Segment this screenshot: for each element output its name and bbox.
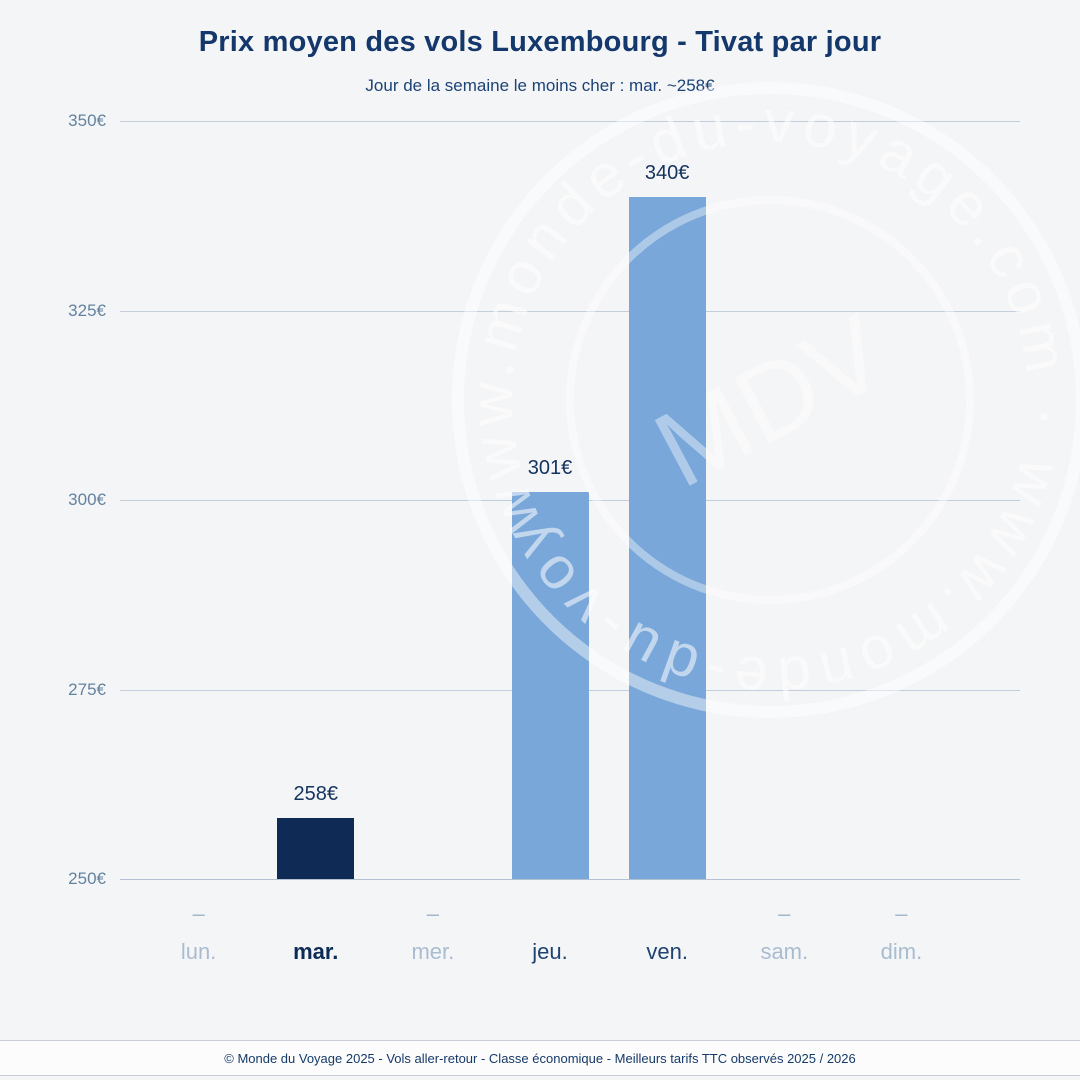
x-axis: – lun. mar. – mer. jeu. ven. – sam. – dim.: [120, 879, 1020, 1009]
gridline: [120, 310, 1020, 312]
bar-value-label: 301€: [527, 457, 573, 480]
chart-title: Prix moyen des vols Luxembourg - Tivat p…: [198, 26, 882, 58]
day-label-dim: dim.: [880, 939, 923, 964]
bar-jeu: [511, 492, 589, 879]
y-tick-label: 350€: [68, 111, 106, 130]
day-label-lun: lun.: [180, 939, 217, 964]
day-label-jeu: jeu.: [532, 939, 568, 964]
day-label-mer: mer.: [411, 939, 455, 964]
y-tick-label: 325€: [68, 300, 106, 320]
y-axis: 350€ 325€ 300€ 275€ 250€: [0, 111, 106, 888]
footer: © Monde du Voyage 2025 - Vols aller-reto…: [0, 1040, 1080, 1076]
no-data-dash: –: [192, 901, 205, 926]
gridline: [120, 121, 1020, 122]
gridline: [120, 879, 1020, 880]
no-data-dash: –: [895, 901, 908, 926]
bar-value-label: 258€: [293, 783, 338, 806]
day-label-mar: mar.: [293, 939, 339, 964]
plot-area: 258€ 301€ 340€: [120, 121, 1020, 880]
day-label-sam: sam.: [760, 939, 809, 964]
day-label-ven: ven.: [646, 939, 688, 964]
bar-mar: [277, 818, 355, 879]
y-tick-label: 275€: [68, 679, 106, 699]
no-data-dash: –: [778, 901, 791, 926]
chart-subtitle: Jour de la semaine le moins cher : mar. …: [365, 76, 715, 95]
bar-value-label: 340€: [644, 161, 690, 184]
footer-text: © Monde du Voyage 2025 - Vols aller-reto…: [224, 1050, 856, 1066]
bar-ven: [628, 196, 706, 879]
y-tick-label: 250€: [68, 869, 106, 888]
no-data-dash: –: [426, 901, 439, 926]
y-tick-label: 300€: [68, 490, 106, 509]
